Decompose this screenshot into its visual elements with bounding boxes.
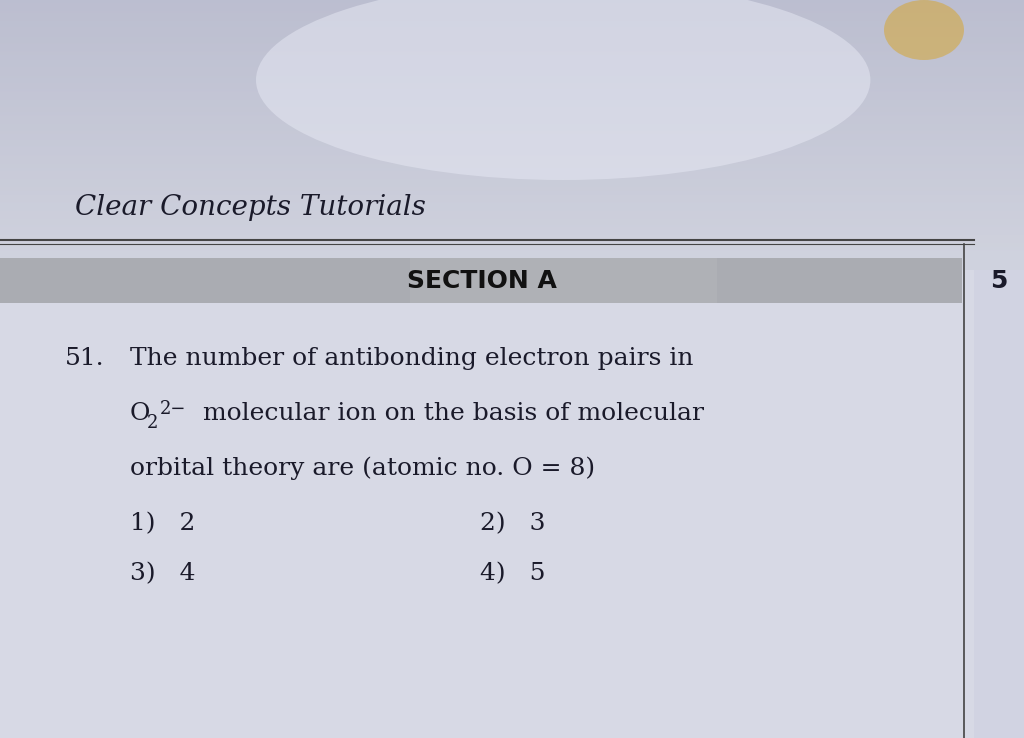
Bar: [0, 250, 1024, 738]
Text: orbital theory are (atomic no. O = 8): orbital theory are (atomic no. O = 8): [130, 457, 595, 480]
Text: 2−: 2−: [160, 400, 186, 418]
Text: SECTION A: SECTION A: [408, 269, 557, 292]
Text: molecular ion on the basis of molecular: molecular ion on the basis of molecular: [195, 402, 705, 425]
Text: Clear Concepts Tutorials: Clear Concepts Tutorials: [75, 194, 426, 221]
Text: The number of antibonding electron pairs in: The number of antibonding electron pairs…: [130, 347, 693, 370]
Text: 2)   3: 2) 3: [480, 512, 546, 535]
Text: 51.: 51.: [65, 347, 104, 370]
Text: 4)   5: 4) 5: [480, 562, 546, 585]
Text: 3)   4: 3) 4: [130, 562, 196, 585]
Text: 2: 2: [147, 414, 159, 432]
Text: 5: 5: [990, 269, 1008, 292]
Ellipse shape: [884, 0, 964, 60]
Bar: [974, 270, 1024, 738]
Bar: [0, 0, 1024, 270]
Ellipse shape: [256, 0, 870, 180]
Bar: [0, 258, 962, 303]
Text: O: O: [130, 402, 151, 425]
Text: 1)   2: 1) 2: [130, 512, 196, 535]
Bar: [410, 258, 717, 303]
